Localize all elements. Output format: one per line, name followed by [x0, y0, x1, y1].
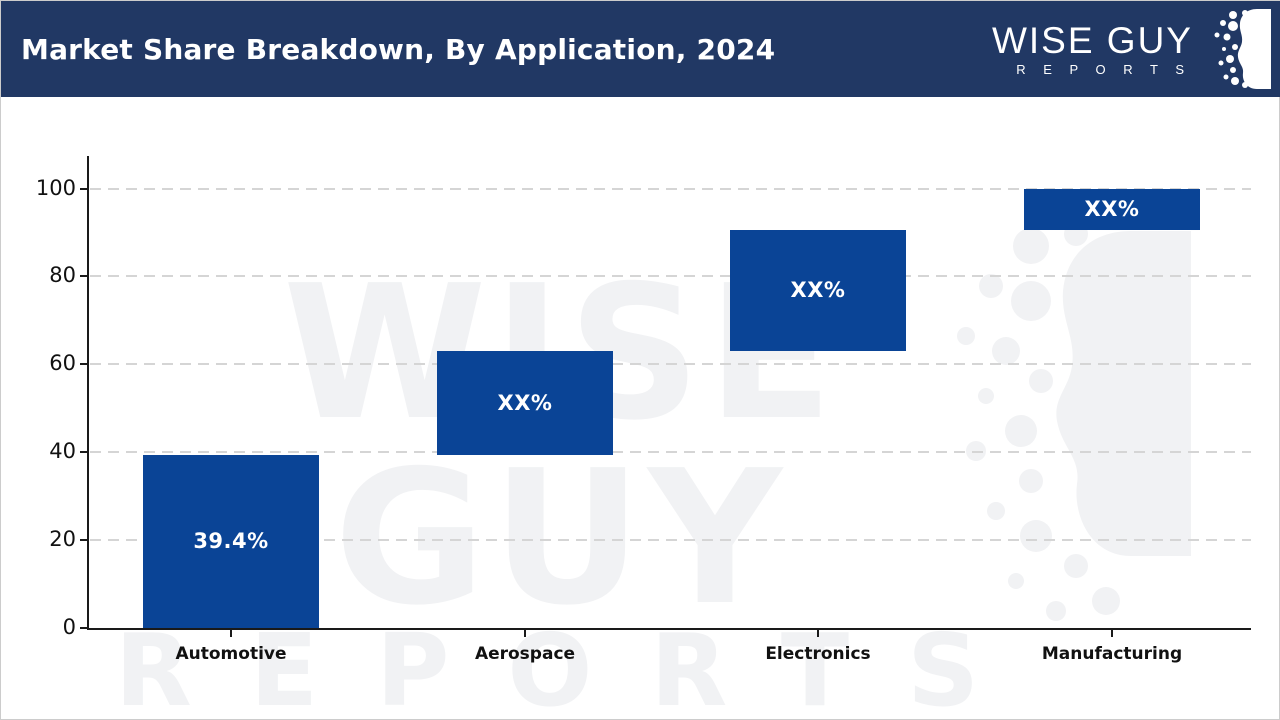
logo-subtitle: R E P O R T S: [1016, 61, 1191, 77]
category-label-aerospace: Aerospace: [474, 644, 576, 664]
x-tick-mark: [1111, 630, 1113, 637]
y-tick-mark: [80, 275, 88, 278]
chart-title: Market Share Breakdown, By Application, …: [21, 32, 776, 66]
bar-value-label: 39.4%: [193, 529, 269, 554]
category-label-electronics: Electronics: [765, 644, 871, 664]
wise-guy-reports-logo: WISE GUY R E P O R T S: [992, 5, 1271, 93]
y-tick-label: 40: [49, 439, 76, 464]
bar-value-label: XX%: [790, 278, 846, 303]
header-band: Market Share Breakdown, By Application, …: [1, 1, 1280, 97]
y-axis-line: [87, 156, 89, 630]
bar-value-label: XX%: [1084, 197, 1140, 222]
x-tick-mark: [230, 630, 232, 637]
x-axis-line: [87, 628, 1251, 630]
y-tick-label: 100: [35, 175, 76, 200]
y-tick-label: 0: [62, 615, 76, 639]
gridline: [90, 451, 1251, 454]
gridline: [90, 275, 1251, 278]
gridline: [90, 539, 1251, 542]
y-tick-label: 80: [49, 263, 76, 288]
y-tick-mark: [80, 451, 88, 454]
bar-value-label: XX%: [497, 390, 553, 415]
x-tick-mark: [524, 630, 526, 637]
y-tick-label: 20: [49, 527, 76, 552]
bar-automotive: 39.4%: [143, 454, 319, 628]
gridline: [90, 187, 1251, 190]
category-label-automotive: Automotive: [175, 644, 287, 664]
waterfall-chart: 0 20 40 60 80 100 39.4% XX% XX% XX% Automotive Aero…: [1, 97, 1280, 720]
logo-wordmark: WISE GUY: [991, 19, 1193, 61]
x-tick-mark: [817, 630, 819, 637]
y-tick-mark: [80, 539, 88, 542]
y-tick-label: 60: [49, 351, 76, 376]
bar-manufacturing: XX%: [1024, 188, 1200, 230]
y-tick-mark: [80, 627, 88, 629]
logo-text: WISE GUY R E P O R T S: [992, 22, 1193, 77]
bar-electronics: XX%: [730, 229, 906, 352]
category-label-manufacturing: Manufacturing: [1041, 644, 1183, 664]
bar-aerospace: XX%: [437, 351, 613, 455]
y-tick-mark: [80, 187, 88, 190]
gridline: [90, 363, 1251, 366]
y-tick-mark: [80, 363, 88, 366]
dotted-head-icon: [1214, 9, 1271, 89]
